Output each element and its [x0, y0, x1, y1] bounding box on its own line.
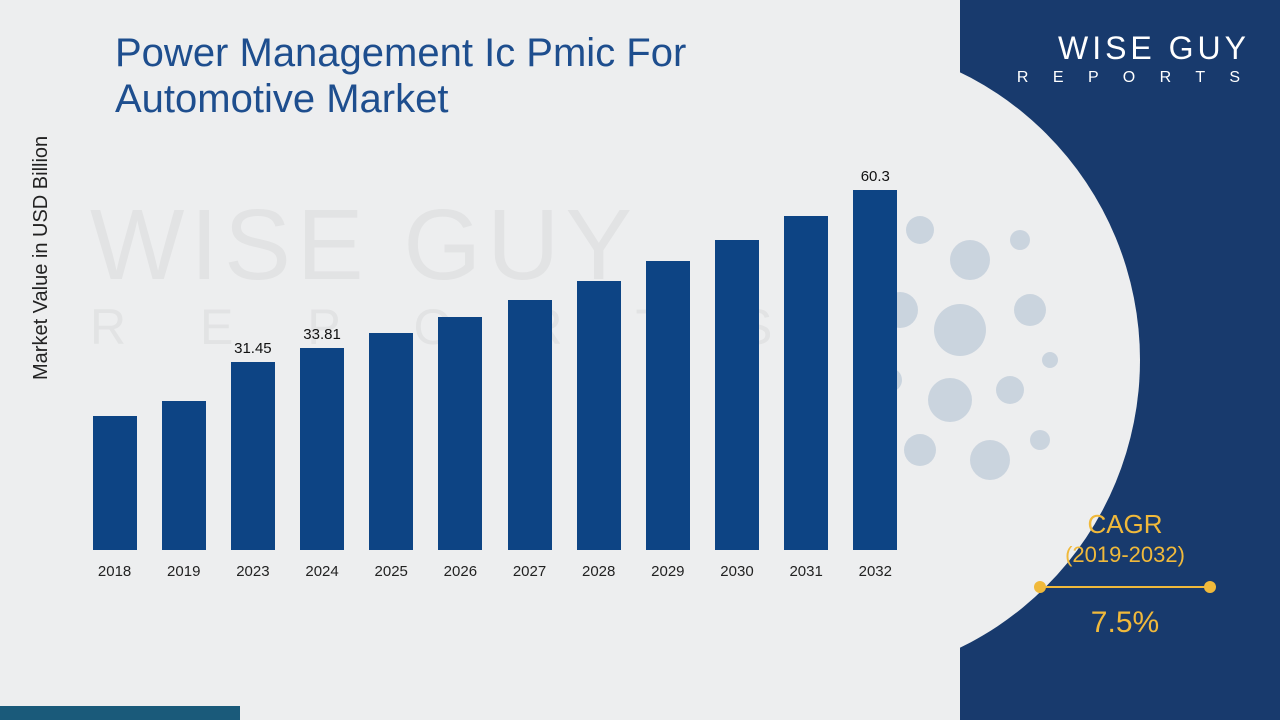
x-tick-label: 2029 [638, 563, 698, 580]
chart-plot: 31.4533.8160.3 2018201920232024202520262… [80, 180, 910, 580]
bar-2019 [154, 379, 214, 550]
brand-logo: WISE GUY R E P O R T S [1017, 30, 1250, 87]
bar-rect [853, 190, 897, 550]
bar-value-label: 31.45 [234, 340, 272, 358]
x-tick-label: 2019 [154, 563, 214, 580]
bar-2023: 31.45 [223, 340, 283, 550]
x-tick-label: 2032 [845, 563, 905, 580]
bar-rect [508, 300, 552, 550]
bar-2018 [85, 394, 145, 550]
y-axis-label: Market Value in USD Billion [30, 136, 53, 380]
bar-rect [784, 216, 828, 550]
cagr-divider [1040, 586, 1210, 588]
bar-2032: 60.3 [845, 168, 905, 550]
bar-rect [93, 416, 137, 550]
x-tick-label: 2018 [85, 563, 145, 580]
logo-sub: R E P O R T S [1017, 69, 1250, 87]
bar-rect [438, 317, 482, 550]
bar-rect [369, 333, 413, 550]
bar-2028 [569, 259, 629, 550]
bar-rect [577, 281, 621, 550]
bar-2029 [638, 239, 698, 550]
bottom-accent-bar [0, 706, 240, 720]
bar-value-label: 60.3 [861, 168, 890, 186]
cagr-label: CAGR [1010, 509, 1240, 540]
cagr-range: (2019-2032) [1010, 542, 1240, 568]
bar-2030 [707, 218, 767, 550]
bar-2026 [430, 295, 490, 550]
bar-rect [231, 362, 275, 550]
bar-rect [162, 401, 206, 550]
x-tick-label: 2030 [707, 563, 767, 580]
bar-value-label: 33.81 [303, 326, 341, 344]
bar-2027 [500, 278, 560, 550]
bar-rect [646, 261, 690, 550]
bar-rect [300, 348, 344, 550]
x-tick-label: 2027 [500, 563, 560, 580]
bar-2024: 33.81 [292, 326, 352, 550]
x-tick-label: 2026 [430, 563, 490, 580]
bar-2025 [361, 311, 421, 550]
logo-main: WISE GUY [1017, 30, 1250, 67]
chart-infographic: Power Management Ic Pmic For Automotive … [0, 0, 1280, 720]
x-tick-label: 2023 [223, 563, 283, 580]
cagr-block: CAGR (2019-2032) 7.5% [1010, 509, 1240, 640]
x-tick-label: 2024 [292, 563, 352, 580]
x-axis: 2018 2019 2023 2024 2025 2026 2027 2028 2029 2030… [80, 563, 910, 580]
bar-rect [715, 240, 759, 550]
chart-title: Power Management Ic Pmic For Automotive … [115, 30, 895, 122]
x-tick-label: 2031 [776, 563, 836, 580]
bar-2031 [776, 194, 836, 550]
x-tick-label: 2028 [569, 563, 629, 580]
cagr-value: 7.5% [1010, 606, 1240, 640]
bars-container: 31.4533.8160.3 [80, 180, 910, 550]
x-tick-label: 2025 [361, 563, 421, 580]
